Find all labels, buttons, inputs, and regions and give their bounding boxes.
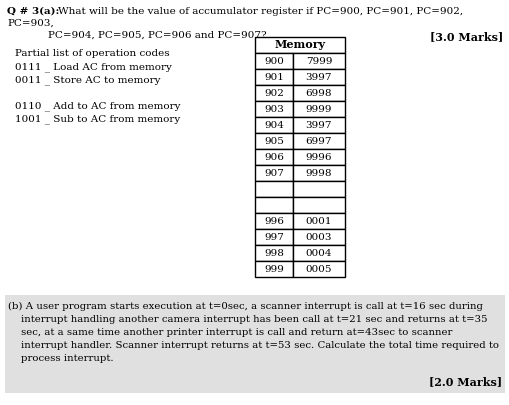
Bar (254, 85, 293, 101)
Bar (254, 229, 293, 245)
Bar (254, 165, 293, 181)
Bar (293, 117, 344, 133)
Text: 0110 _ Add to AC from memory: 0110 _ Add to AC from memory (15, 101, 180, 111)
Text: [3.0 Marks]: [3.0 Marks] (429, 31, 502, 42)
Text: 996: 996 (264, 217, 284, 226)
Bar (5, 295, 504, 393)
Text: interrupt handling another camera interrupt has been call at t=21 sec and return: interrupt handling another camera interr… (8, 315, 487, 324)
Bar (293, 69, 344, 85)
Text: 7999: 7999 (305, 57, 331, 66)
Text: 6997: 6997 (305, 136, 331, 145)
Text: 907: 907 (264, 168, 284, 177)
Text: 906: 906 (264, 153, 284, 162)
Bar (293, 133, 344, 149)
Text: PC=904, PC=905, PC=906 and PC=907?: PC=904, PC=905, PC=906 and PC=907? (48, 31, 266, 40)
Bar (293, 229, 344, 245)
Bar (254, 213, 293, 229)
Text: 9999: 9999 (305, 104, 331, 113)
Text: interrupt handler. Scanner interrupt returns at t=53 sec. Calculate the total ti: interrupt handler. Scanner interrupt ret… (8, 341, 498, 350)
Bar (254, 53, 293, 69)
Bar (254, 133, 293, 149)
Bar (293, 149, 344, 165)
Text: process interrupt.: process interrupt. (8, 354, 114, 363)
Text: 900: 900 (264, 57, 284, 66)
Bar (254, 117, 293, 133)
Bar (293, 85, 344, 101)
Text: 999: 999 (264, 264, 284, 273)
Text: 903: 903 (264, 104, 284, 113)
Bar (254, 261, 293, 277)
Text: 3997: 3997 (305, 121, 331, 130)
Bar (254, 101, 293, 117)
Bar (293, 53, 344, 69)
Bar (254, 245, 293, 261)
Text: sec, at a same time another printer interrupt is call and return at=43sec to sca: sec, at a same time another printer inte… (8, 328, 451, 337)
Bar (254, 37, 344, 53)
Text: 9996: 9996 (305, 153, 331, 162)
Text: 0004: 0004 (305, 249, 331, 258)
Text: 0011 _ Store AC to memory: 0011 _ Store AC to memory (15, 75, 160, 85)
Bar (293, 197, 344, 213)
Text: 3997: 3997 (305, 72, 331, 81)
Text: 0111 _ Load AC from memory: 0111 _ Load AC from memory (15, 62, 172, 72)
Bar (254, 197, 293, 213)
Text: 9998: 9998 (305, 168, 331, 177)
Text: 905: 905 (264, 136, 284, 145)
Bar (293, 181, 344, 197)
Bar (293, 245, 344, 261)
Text: 904: 904 (264, 121, 284, 130)
Text: 0005: 0005 (305, 264, 331, 273)
Bar (293, 101, 344, 117)
Text: Memory: Memory (274, 40, 325, 51)
Text: (b) A user program starts execution at t=0sec, a scanner interrupt is call at t=: (b) A user program starts execution at t… (8, 302, 482, 311)
Text: [2.0 Marks]: [2.0 Marks] (428, 376, 501, 387)
Text: Q # 3(a):: Q # 3(a): (7, 7, 59, 16)
Bar (293, 213, 344, 229)
Text: 0001: 0001 (305, 217, 331, 226)
Text: What will be the value of accumulator register if PC=900, PC=901, PC=902,: What will be the value of accumulator re… (58, 7, 462, 16)
Text: 6998: 6998 (305, 89, 331, 98)
Text: 1001 _ Sub to AC from memory: 1001 _ Sub to AC from memory (15, 114, 180, 124)
Text: 0003: 0003 (305, 232, 331, 241)
Text: 998: 998 (264, 249, 284, 258)
Text: PC=903,: PC=903, (7, 19, 53, 28)
Bar (293, 165, 344, 181)
Bar (254, 69, 293, 85)
Text: 901: 901 (264, 72, 284, 81)
Text: 997: 997 (264, 232, 284, 241)
Bar (254, 181, 293, 197)
Bar (293, 261, 344, 277)
Text: 902: 902 (264, 89, 284, 98)
Text: Partial list of operation codes: Partial list of operation codes (15, 49, 169, 58)
Bar (254, 149, 293, 165)
